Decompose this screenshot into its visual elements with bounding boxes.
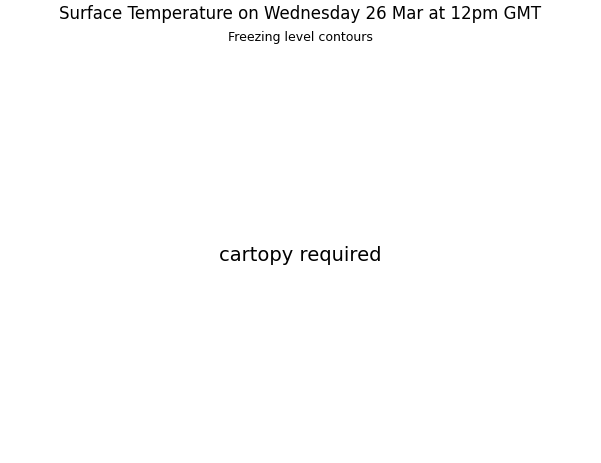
Text: Surface Temperature on Wednesday 26 Mar at 12pm GMT: Surface Temperature on Wednesday 26 Mar …: [59, 5, 542, 23]
Text: cartopy required: cartopy required: [219, 246, 382, 265]
Text: Freezing level contours: Freezing level contours: [228, 31, 373, 44]
